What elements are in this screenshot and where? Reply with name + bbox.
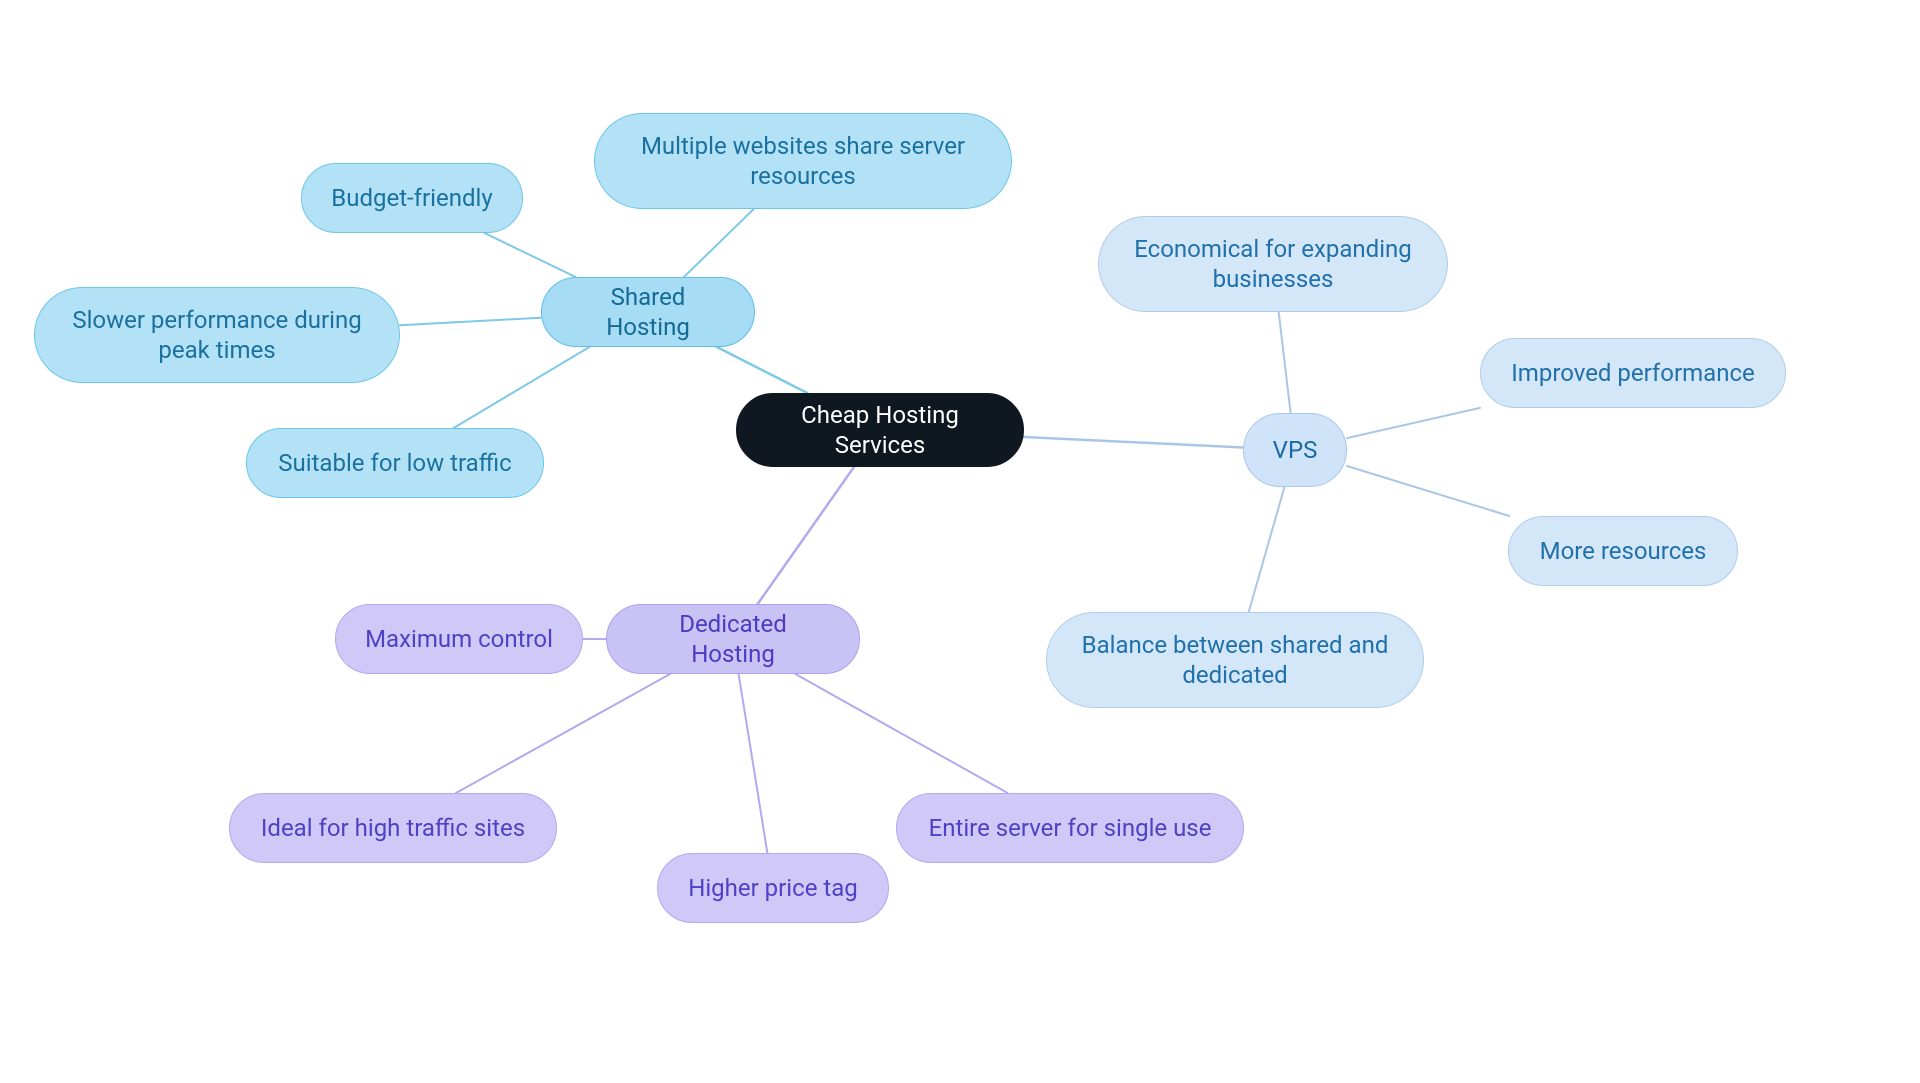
node-label: More resources: [1540, 536, 1707, 566]
node-label: Improved performance: [1511, 358, 1754, 388]
node-label: Slower performance during peak times: [72, 305, 361, 365]
node-shared: Shared Hosting: [541, 277, 755, 347]
node-label: Dedicated Hosting: [635, 609, 831, 669]
node-label: Cheap Hosting Services: [765, 400, 995, 460]
node-ded-a: Entire server for single use: [896, 793, 1244, 863]
node-shared-c: Slower performance during peak times: [34, 287, 400, 383]
node-label: Ideal for high traffic sites: [261, 813, 525, 843]
node-label: Maximum control: [365, 624, 553, 654]
node-label: Balance between shared and dedicated: [1082, 630, 1389, 690]
node-vps-d: Balance between shared and dedicated: [1046, 612, 1424, 708]
node-label: Suitable for low traffic: [278, 448, 511, 478]
node-label: VPS: [1273, 435, 1318, 465]
node-ded-b: Maximum control: [335, 604, 583, 674]
node-vps-b: Improved performance: [1480, 338, 1786, 408]
mindmap-canvas: Cheap Hosting Services Shared Hosting Mu…: [0, 0, 1920, 1083]
node-vps-a: Economical for expanding businesses: [1098, 216, 1448, 312]
node-shared-b: Budget-friendly: [301, 163, 523, 233]
node-shared-a: Multiple websites share server resources: [594, 113, 1012, 209]
node-vps: VPS: [1243, 413, 1347, 487]
node-ded-c: Higher price tag: [657, 853, 889, 923]
node-center: Cheap Hosting Services: [736, 393, 1024, 467]
node-label: Shared Hosting: [570, 282, 726, 342]
node-shared-d: Suitable for low traffic: [246, 428, 544, 498]
node-ded-d: Ideal for high traffic sites: [229, 793, 557, 863]
node-label: Entire server for single use: [929, 813, 1212, 843]
node-label: Higher price tag: [688, 873, 858, 903]
node-label: Budget-friendly: [331, 183, 492, 213]
node-vps-c: More resources: [1508, 516, 1738, 586]
node-ded: Dedicated Hosting: [606, 604, 860, 674]
node-label: Multiple websites share server resources: [641, 131, 965, 191]
node-label: Economical for expanding businesses: [1134, 234, 1412, 294]
